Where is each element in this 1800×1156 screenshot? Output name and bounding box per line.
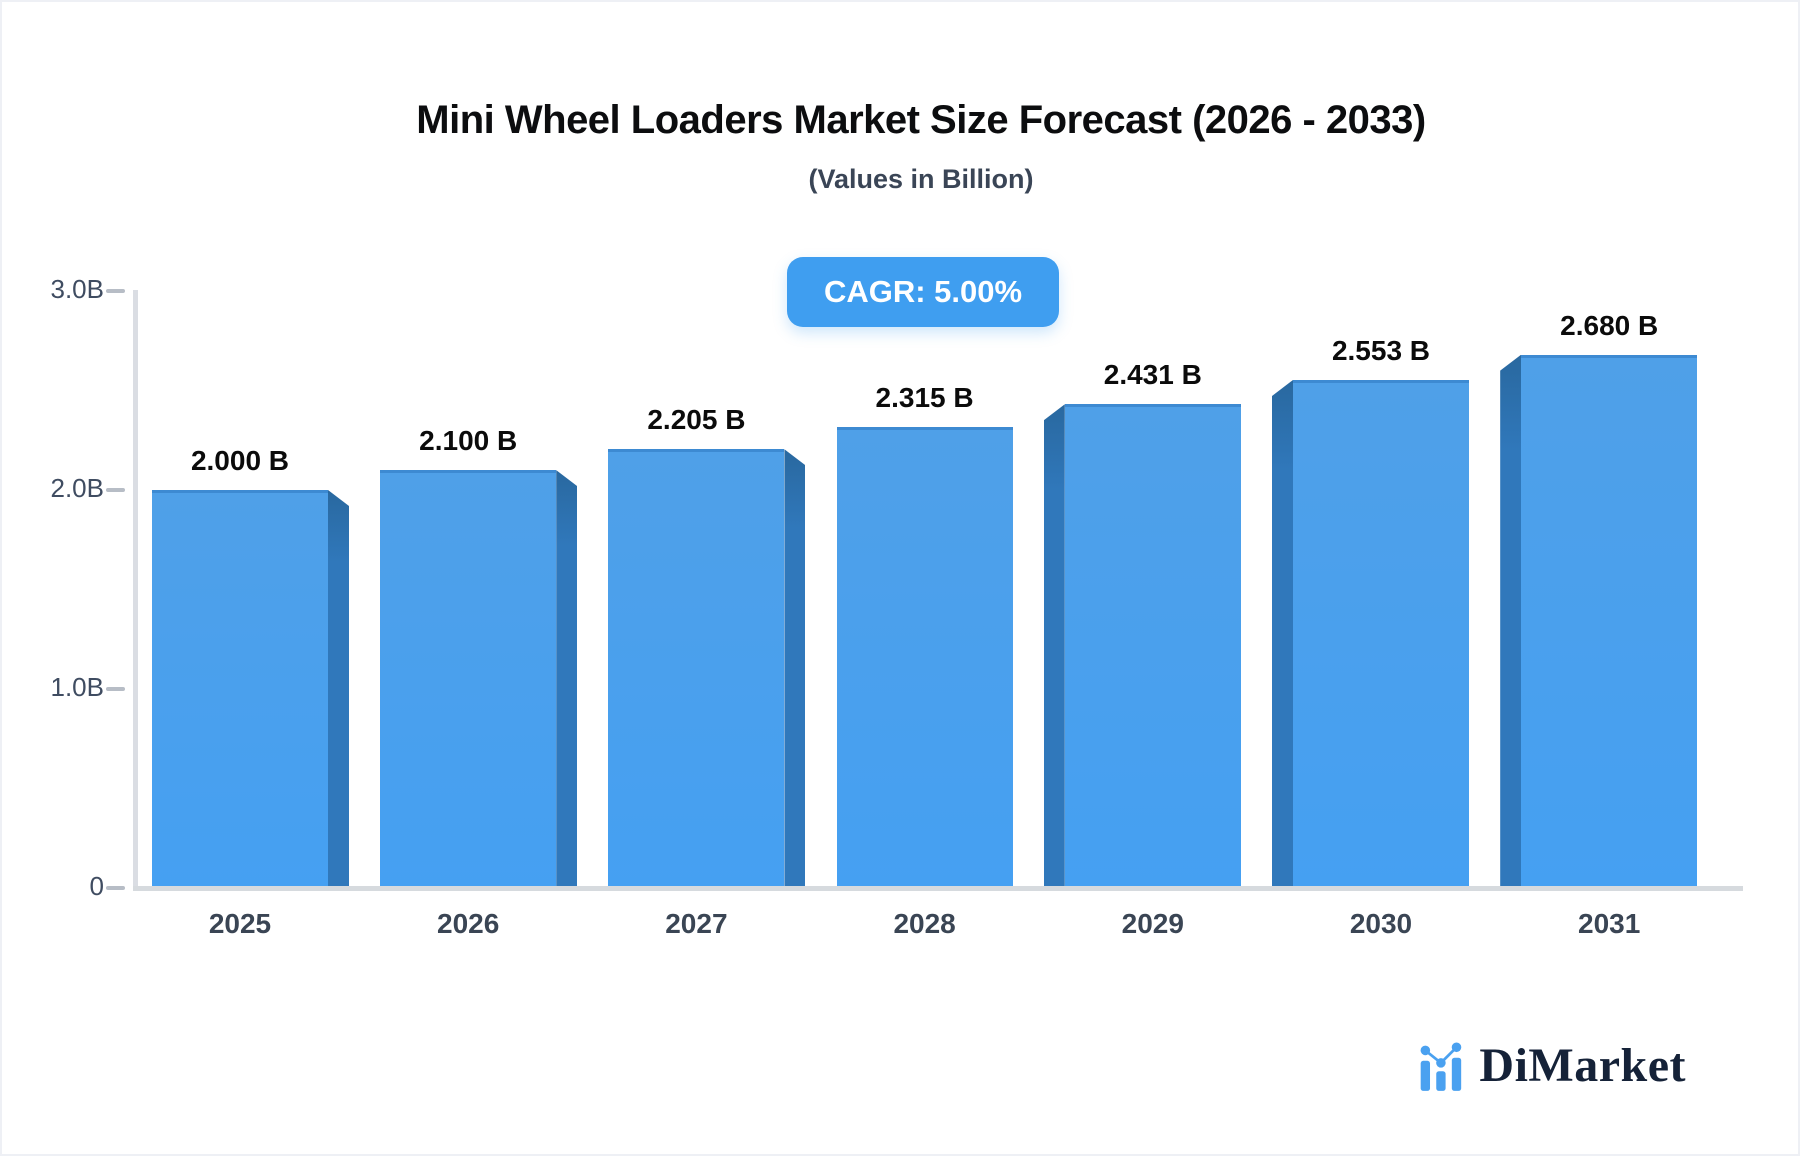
y-axis-tick-mark xyxy=(106,886,125,890)
x-axis-category-label: 2025 xyxy=(208,908,272,939)
y-axis-tick-mark xyxy=(106,488,125,492)
brand-logo: DiMarket xyxy=(1419,1038,1686,1093)
x-axis-category-label: 2028 xyxy=(893,908,956,939)
bar-value-label: 2.680 B xyxy=(1560,309,1659,341)
brand-name: DiMarket xyxy=(1479,1039,1686,1092)
bar-2028 xyxy=(836,427,1013,890)
bar-2030 xyxy=(1293,379,1469,890)
y-axis-tick-label: 3.0B xyxy=(50,274,105,304)
bar-chart-sparkline-icon xyxy=(1419,1039,1467,1093)
x-axis-category-label: 2027 xyxy=(665,908,728,939)
bar-3d-side xyxy=(1500,354,1522,890)
bar-3d-side xyxy=(328,490,349,890)
bar-value-label: 2.431 B xyxy=(1103,359,1202,391)
x-axis-line xyxy=(133,886,1743,891)
x-axis-category-label: 2031 xyxy=(1578,908,1641,939)
bar-value-label: 2.315 B xyxy=(875,382,974,414)
bar-value-label: 2.553 B xyxy=(1331,334,1431,366)
bar-3d-side xyxy=(556,470,578,890)
bar-3d-side xyxy=(1043,404,1065,890)
bar-2026 xyxy=(380,470,557,890)
x-axis-category-label: 2026 xyxy=(437,908,500,939)
x-axis-category-label: 2030 xyxy=(1349,908,1413,939)
y-axis-tick-mark xyxy=(106,687,125,691)
bar-value-label: 2.000 B xyxy=(190,445,290,476)
bar-3d-side xyxy=(784,449,806,890)
bar-2031 xyxy=(1521,354,1698,890)
bar-value-label: 2.205 B xyxy=(647,404,746,436)
chart-subtitle: (Values in Billion) xyxy=(808,164,1034,194)
y-axis-line xyxy=(133,290,138,891)
y-axis-tick-mark xyxy=(106,289,125,293)
y-axis-tick-label: 2.0B xyxy=(50,473,105,503)
bar-2029 xyxy=(1064,404,1241,890)
y-axis-tick-label: 1.0B xyxy=(50,672,105,702)
bar-value-label: 2.100 B xyxy=(419,425,518,457)
bar-2027 xyxy=(608,449,785,890)
bar-2025 xyxy=(152,490,328,890)
chart-title: Mini Wheel Loaders Market Size Forecast … xyxy=(416,98,1426,142)
y-axis-tick-label: 0 xyxy=(89,871,104,901)
bar-3d-side xyxy=(1272,379,1293,890)
cagr-badge: CAGR: 5.00% xyxy=(787,257,1059,327)
x-axis-category-label: 2029 xyxy=(1121,908,1184,939)
